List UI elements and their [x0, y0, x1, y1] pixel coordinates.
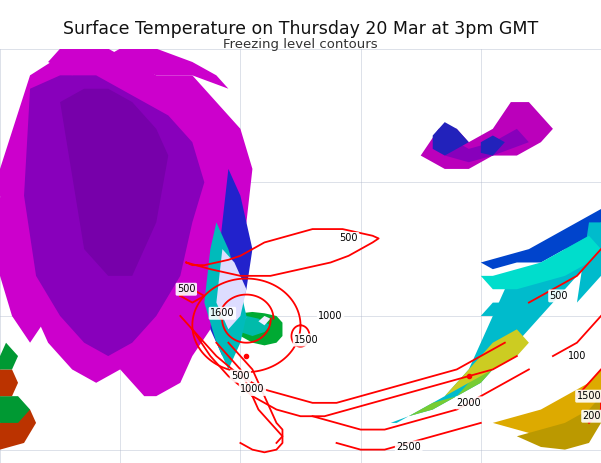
- Text: 2000: 2000: [583, 411, 601, 421]
- Polygon shape: [409, 369, 493, 416]
- Polygon shape: [445, 129, 529, 162]
- Polygon shape: [577, 222, 601, 303]
- Polygon shape: [222, 316, 270, 336]
- Polygon shape: [210, 312, 282, 345]
- Polygon shape: [0, 410, 36, 450]
- Text: 500: 500: [177, 284, 195, 294]
- Text: 500: 500: [340, 233, 358, 244]
- Polygon shape: [0, 396, 30, 423]
- Text: 2500: 2500: [396, 442, 421, 452]
- Polygon shape: [210, 169, 252, 356]
- Polygon shape: [60, 89, 168, 276]
- Text: 100: 100: [568, 351, 586, 361]
- Text: 1600: 1600: [210, 308, 234, 318]
- Polygon shape: [0, 369, 18, 396]
- Text: 2000: 2000: [457, 398, 481, 408]
- Polygon shape: [0, 49, 252, 396]
- Polygon shape: [445, 329, 529, 396]
- Polygon shape: [0, 196, 48, 343]
- Polygon shape: [48, 49, 228, 89]
- Polygon shape: [481, 222, 601, 316]
- Text: 1000: 1000: [240, 384, 264, 394]
- Polygon shape: [258, 316, 270, 325]
- Polygon shape: [421, 102, 553, 169]
- Polygon shape: [493, 369, 601, 436]
- Polygon shape: [481, 236, 601, 289]
- Polygon shape: [517, 396, 601, 450]
- Polygon shape: [204, 222, 246, 369]
- Text: 1000: 1000: [319, 311, 343, 321]
- Polygon shape: [24, 75, 204, 356]
- Polygon shape: [481, 136, 505, 156]
- Polygon shape: [481, 209, 601, 269]
- Polygon shape: [391, 276, 553, 423]
- Polygon shape: [433, 122, 469, 156]
- Polygon shape: [0, 343, 18, 369]
- Text: Surface Temperature on Thursday 20 Mar at 3pm GMT: Surface Temperature on Thursday 20 Mar a…: [63, 20, 538, 38]
- Polygon shape: [216, 249, 246, 329]
- Text: 500: 500: [550, 291, 568, 301]
- Polygon shape: [228, 316, 246, 324]
- Text: 1500: 1500: [577, 391, 601, 401]
- Text: Freezing level contours: Freezing level contours: [223, 38, 378, 51]
- Text: 1500: 1500: [294, 335, 319, 345]
- Text: 500: 500: [231, 371, 249, 381]
